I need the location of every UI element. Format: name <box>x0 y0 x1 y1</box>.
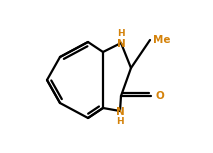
Text: N: N <box>117 39 125 49</box>
Text: O: O <box>156 91 164 101</box>
Text: Me: Me <box>153 35 171 45</box>
Text: N: N <box>116 107 124 117</box>
Text: H: H <box>116 116 124 125</box>
Text: H: H <box>117 30 125 39</box>
